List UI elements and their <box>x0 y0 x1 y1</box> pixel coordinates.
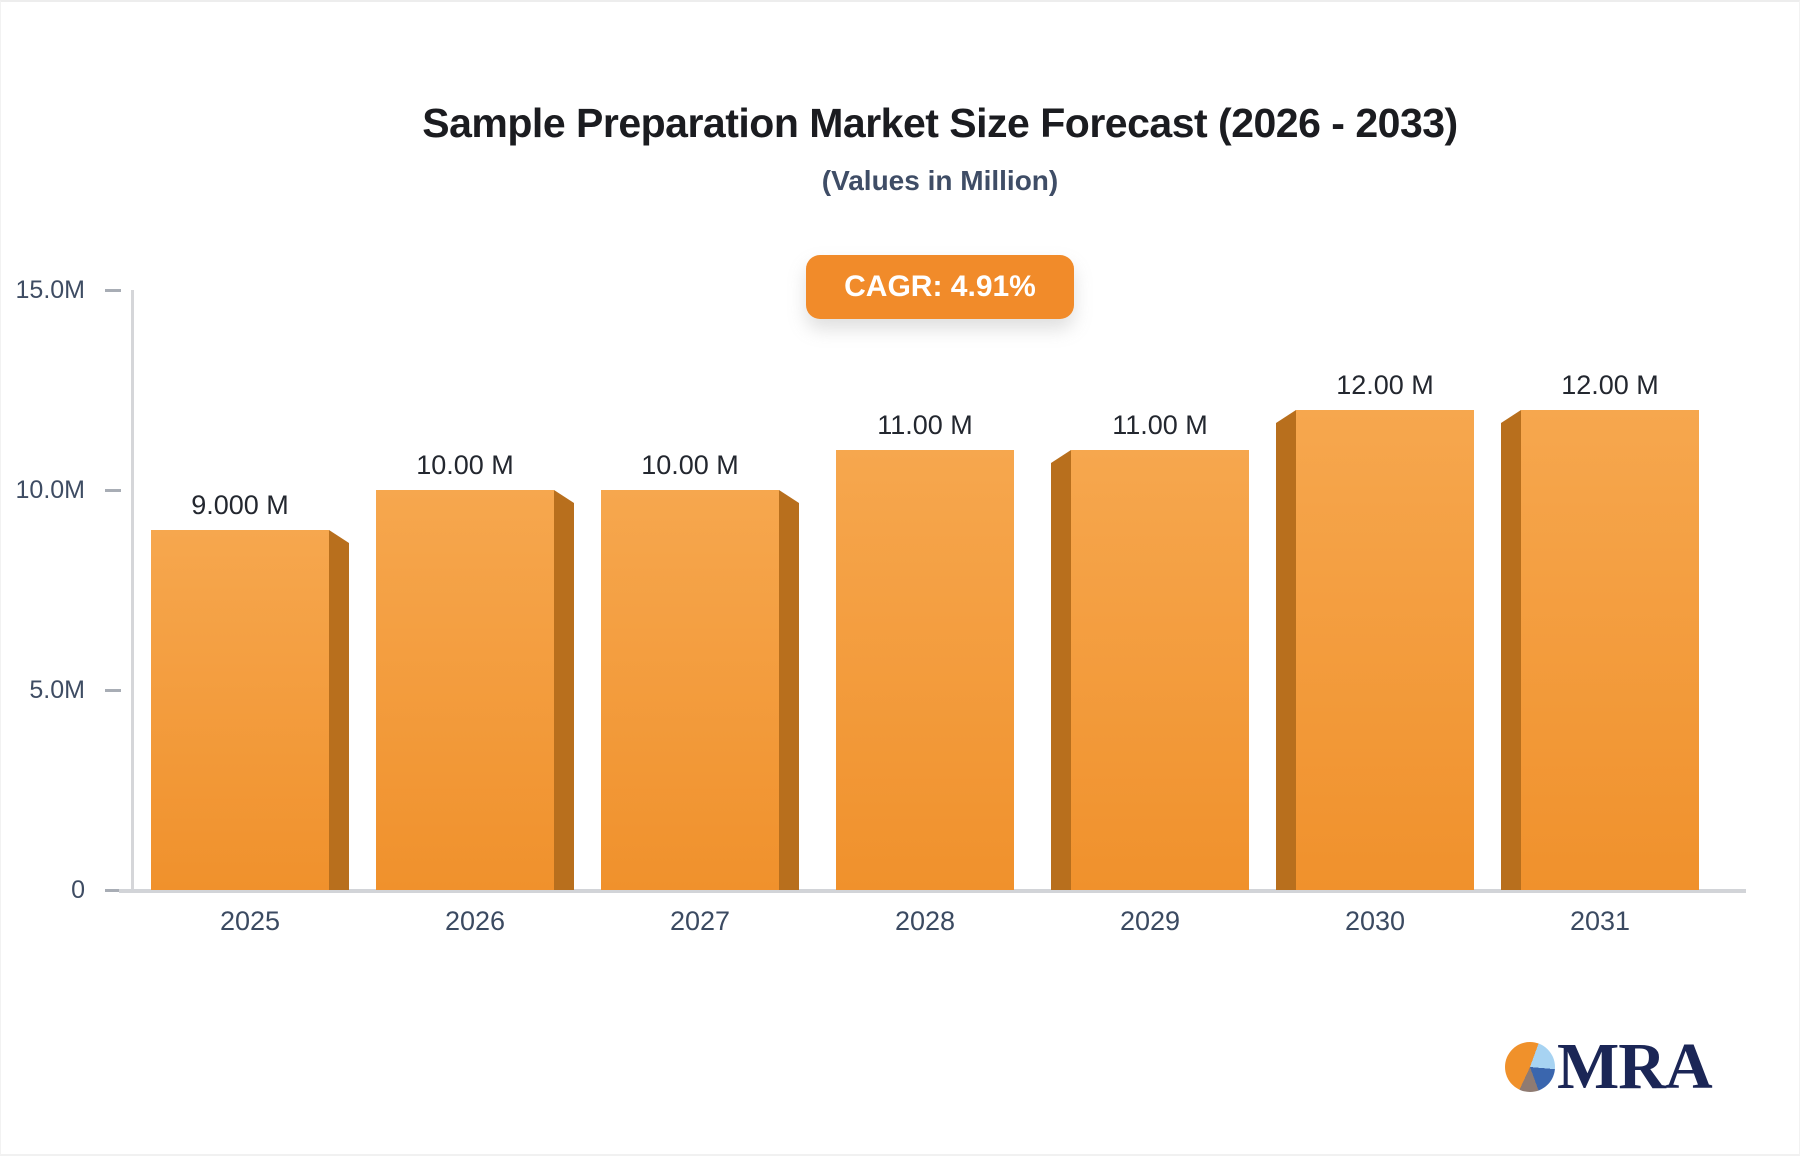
pie-chart-logo-icon <box>1505 1042 1555 1092</box>
plot-area: 0 5.0M 10.0M 15.0M 9.000 M 2025 10.00 M 2026 10… <box>16 277 1746 936</box>
bar-3d-side-2026 <box>554 490 574 890</box>
y-tick-dash <box>105 488 121 492</box>
x-category-label-2026: 2026 <box>444 906 506 936</box>
x-category-label-2027: 2027 <box>669 906 731 936</box>
chart-subtitle: (Values in Million) <box>821 165 1059 196</box>
chart-title: Sample Preparation Market Size Forecast … <box>422 100 1458 146</box>
bar-3d-side-2025 <box>329 530 349 890</box>
bar-value-label-2025: 9.000 M <box>191 490 289 520</box>
x-category-label-2025: 2025 <box>219 906 281 936</box>
y-tick-label: 5.0M <box>29 676 85 704</box>
y-axis-line <box>131 290 134 890</box>
cagr-badge: CAGR: 4.91% <box>806 255 1074 319</box>
bar-3d-side-2031 <box>1501 410 1521 890</box>
bar-value-label-2029: 11.00 M <box>1112 410 1208 440</box>
bar-3d-side-2029 <box>1051 450 1071 890</box>
cagr-badge-row: CAGR: 4.91% <box>1 255 1799 319</box>
chart-header: Sample Preparation Market Size Forecast … <box>1 100 1799 197</box>
x-category-label-2029: 2029 <box>1119 906 1181 936</box>
bar-2031 <box>1521 410 1699 890</box>
y-tick-dash <box>105 688 121 692</box>
bar-3d-side-2030 <box>1276 410 1296 890</box>
y-tick-label: 0 <box>71 876 85 904</box>
bar-2026 <box>376 490 554 890</box>
bar-value-label-2031: 12.00 M <box>1561 370 1659 400</box>
bar-value-label-2027: 10.00 M <box>641 450 739 480</box>
y-tick-label: 10.0M <box>15 476 85 504</box>
bar-2027 <box>601 490 779 890</box>
x-category-label-2031: 2031 <box>1569 906 1631 936</box>
bar-2029 <box>1071 450 1249 890</box>
bar-value-label-2026: 10.00 M <box>416 450 514 480</box>
bar-2025 <box>151 530 329 890</box>
bar-value-label-2030: 12.00 M <box>1336 370 1434 400</box>
y-tick-dash <box>105 288 121 292</box>
bar-2028 <box>836 450 1014 890</box>
bar-2030 <box>1296 410 1474 890</box>
y-tick-dash <box>105 888 121 892</box>
bar-3d-side-2027 <box>779 490 799 890</box>
logo-text: MRA <box>1557 1030 1713 1103</box>
x-axis-line <box>119 889 1746 893</box>
mra-logo: MRA <box>1505 1030 1713 1103</box>
x-category-label-2028: 2028 <box>894 906 956 936</box>
bar-value-label-2028: 11.00 M <box>877 410 973 440</box>
x-category-label-2030: 2030 <box>1344 906 1406 936</box>
y-tick-label: 15.0M <box>15 276 85 304</box>
